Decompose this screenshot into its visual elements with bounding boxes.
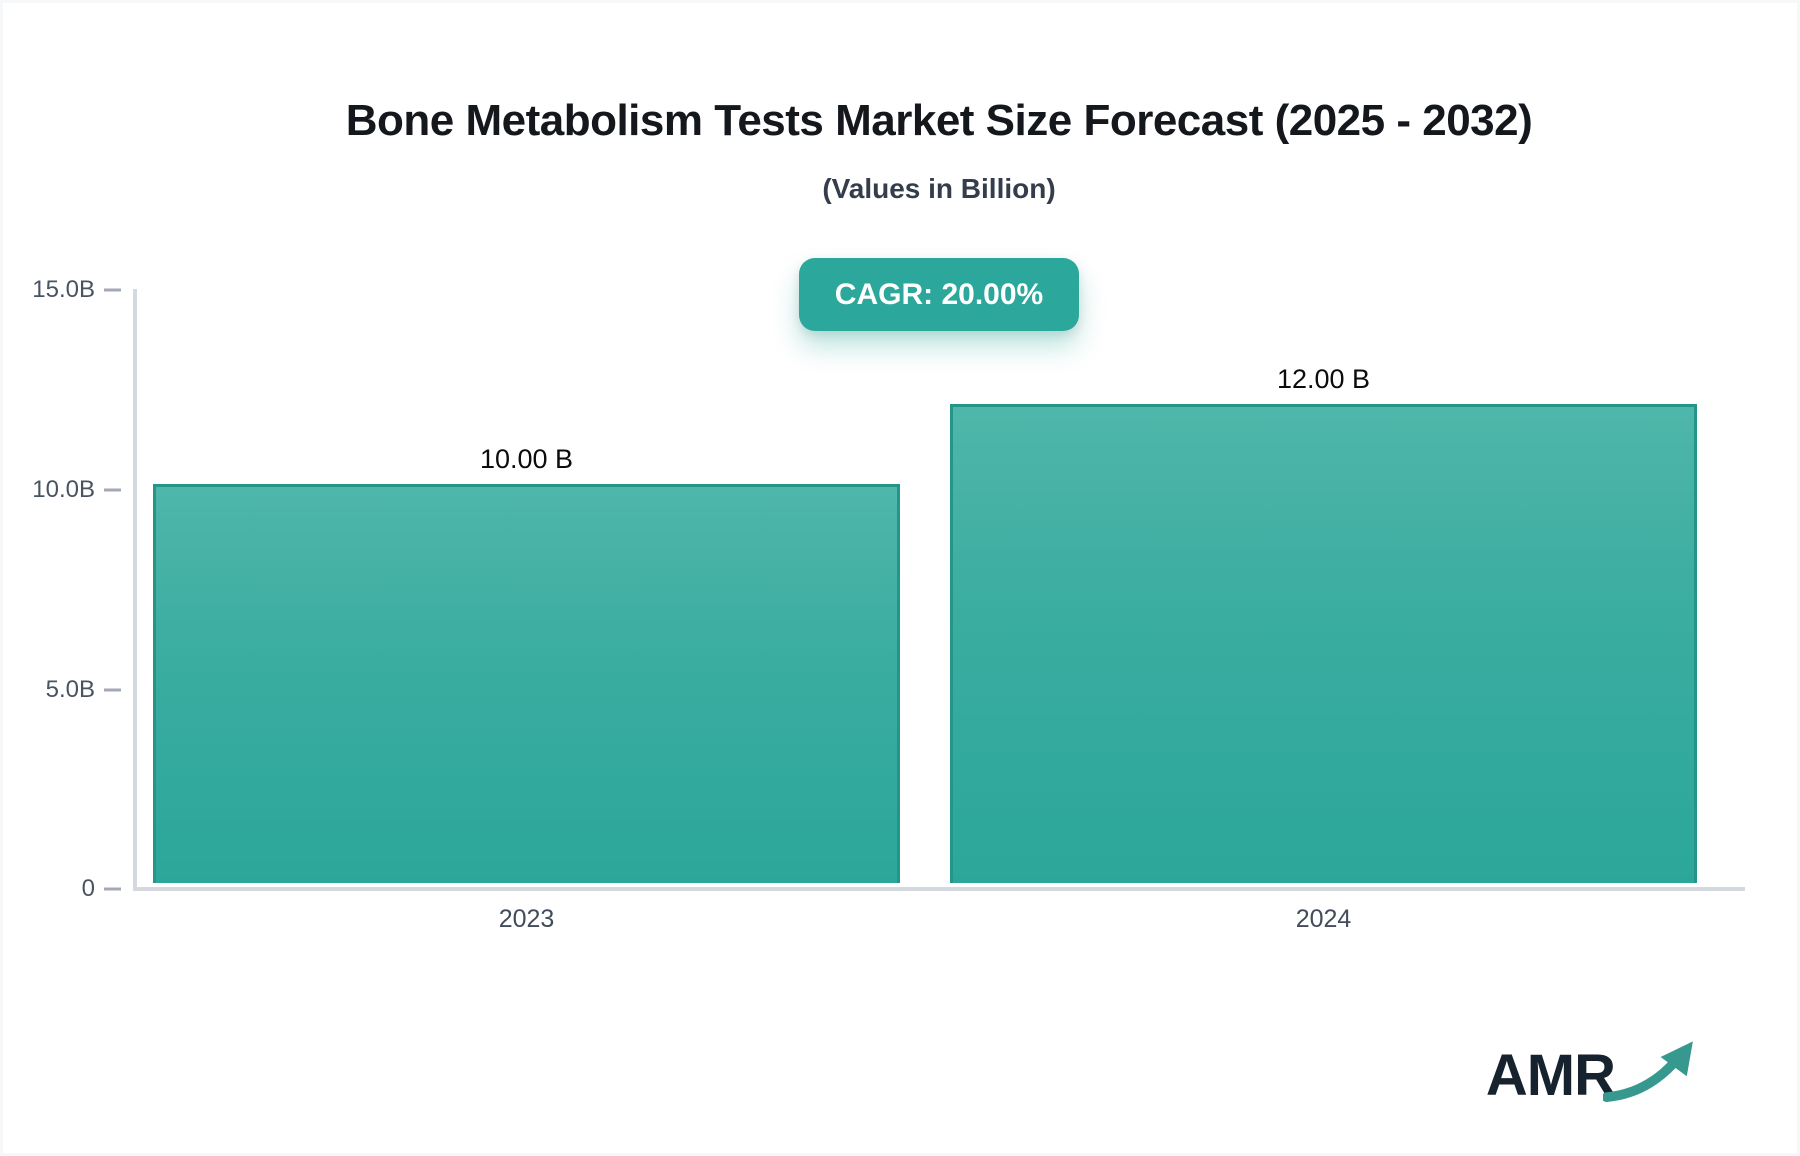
y-axis-line: [133, 289, 137, 891]
header-subtitle-row: (Values in Billion): [133, 173, 1745, 205]
amr-logo: AMR: [1486, 1039, 1699, 1105]
header-title-row: Bone Metabolism Tests Market Size Foreca…: [133, 95, 1745, 148]
x-tick-label-2024: 2024: [1295, 905, 1352, 933]
bar-value-label-2024: 12.00 B: [1276, 363, 1371, 394]
y-tick-label-5: 5.0B: [45, 676, 95, 703]
amr-logo-text: AMR: [1485, 1043, 1616, 1108]
page-title: Bone Metabolism Tests Market Size Foreca…: [345, 96, 1533, 145]
y-tick-mark-5: [104, 688, 121, 692]
x-tick-label-2023: 2023: [498, 905, 555, 933]
bar-2024: [950, 404, 1697, 883]
y-tick-mark-15: [104, 288, 121, 292]
bar-2023: [153, 484, 900, 883]
y-tick-label-0: 0: [81, 875, 95, 902]
y-tick-label-15: 15.0B: [32, 276, 95, 303]
y-tick-mark-10: [104, 488, 121, 492]
growth-arrow-icon: [1603, 1041, 1693, 1102]
bar-group-2024: 12.00 B: [950, 363, 1697, 883]
cagr-badge: CAGR: 20.00%: [798, 258, 1080, 331]
bar-group-2023: 10.00 B: [153, 443, 900, 883]
x-axis-line: [133, 887, 1745, 891]
bar-value-label-2023: 10.00 B: [479, 443, 574, 474]
y-tick-mark-0: [104, 887, 121, 891]
header-badge-row: CAGR: 20.00%: [133, 258, 1745, 331]
y-tick-label-10: 10.0B: [32, 476, 95, 503]
chart-subtitle: (Values in Billion): [822, 173, 1056, 204]
